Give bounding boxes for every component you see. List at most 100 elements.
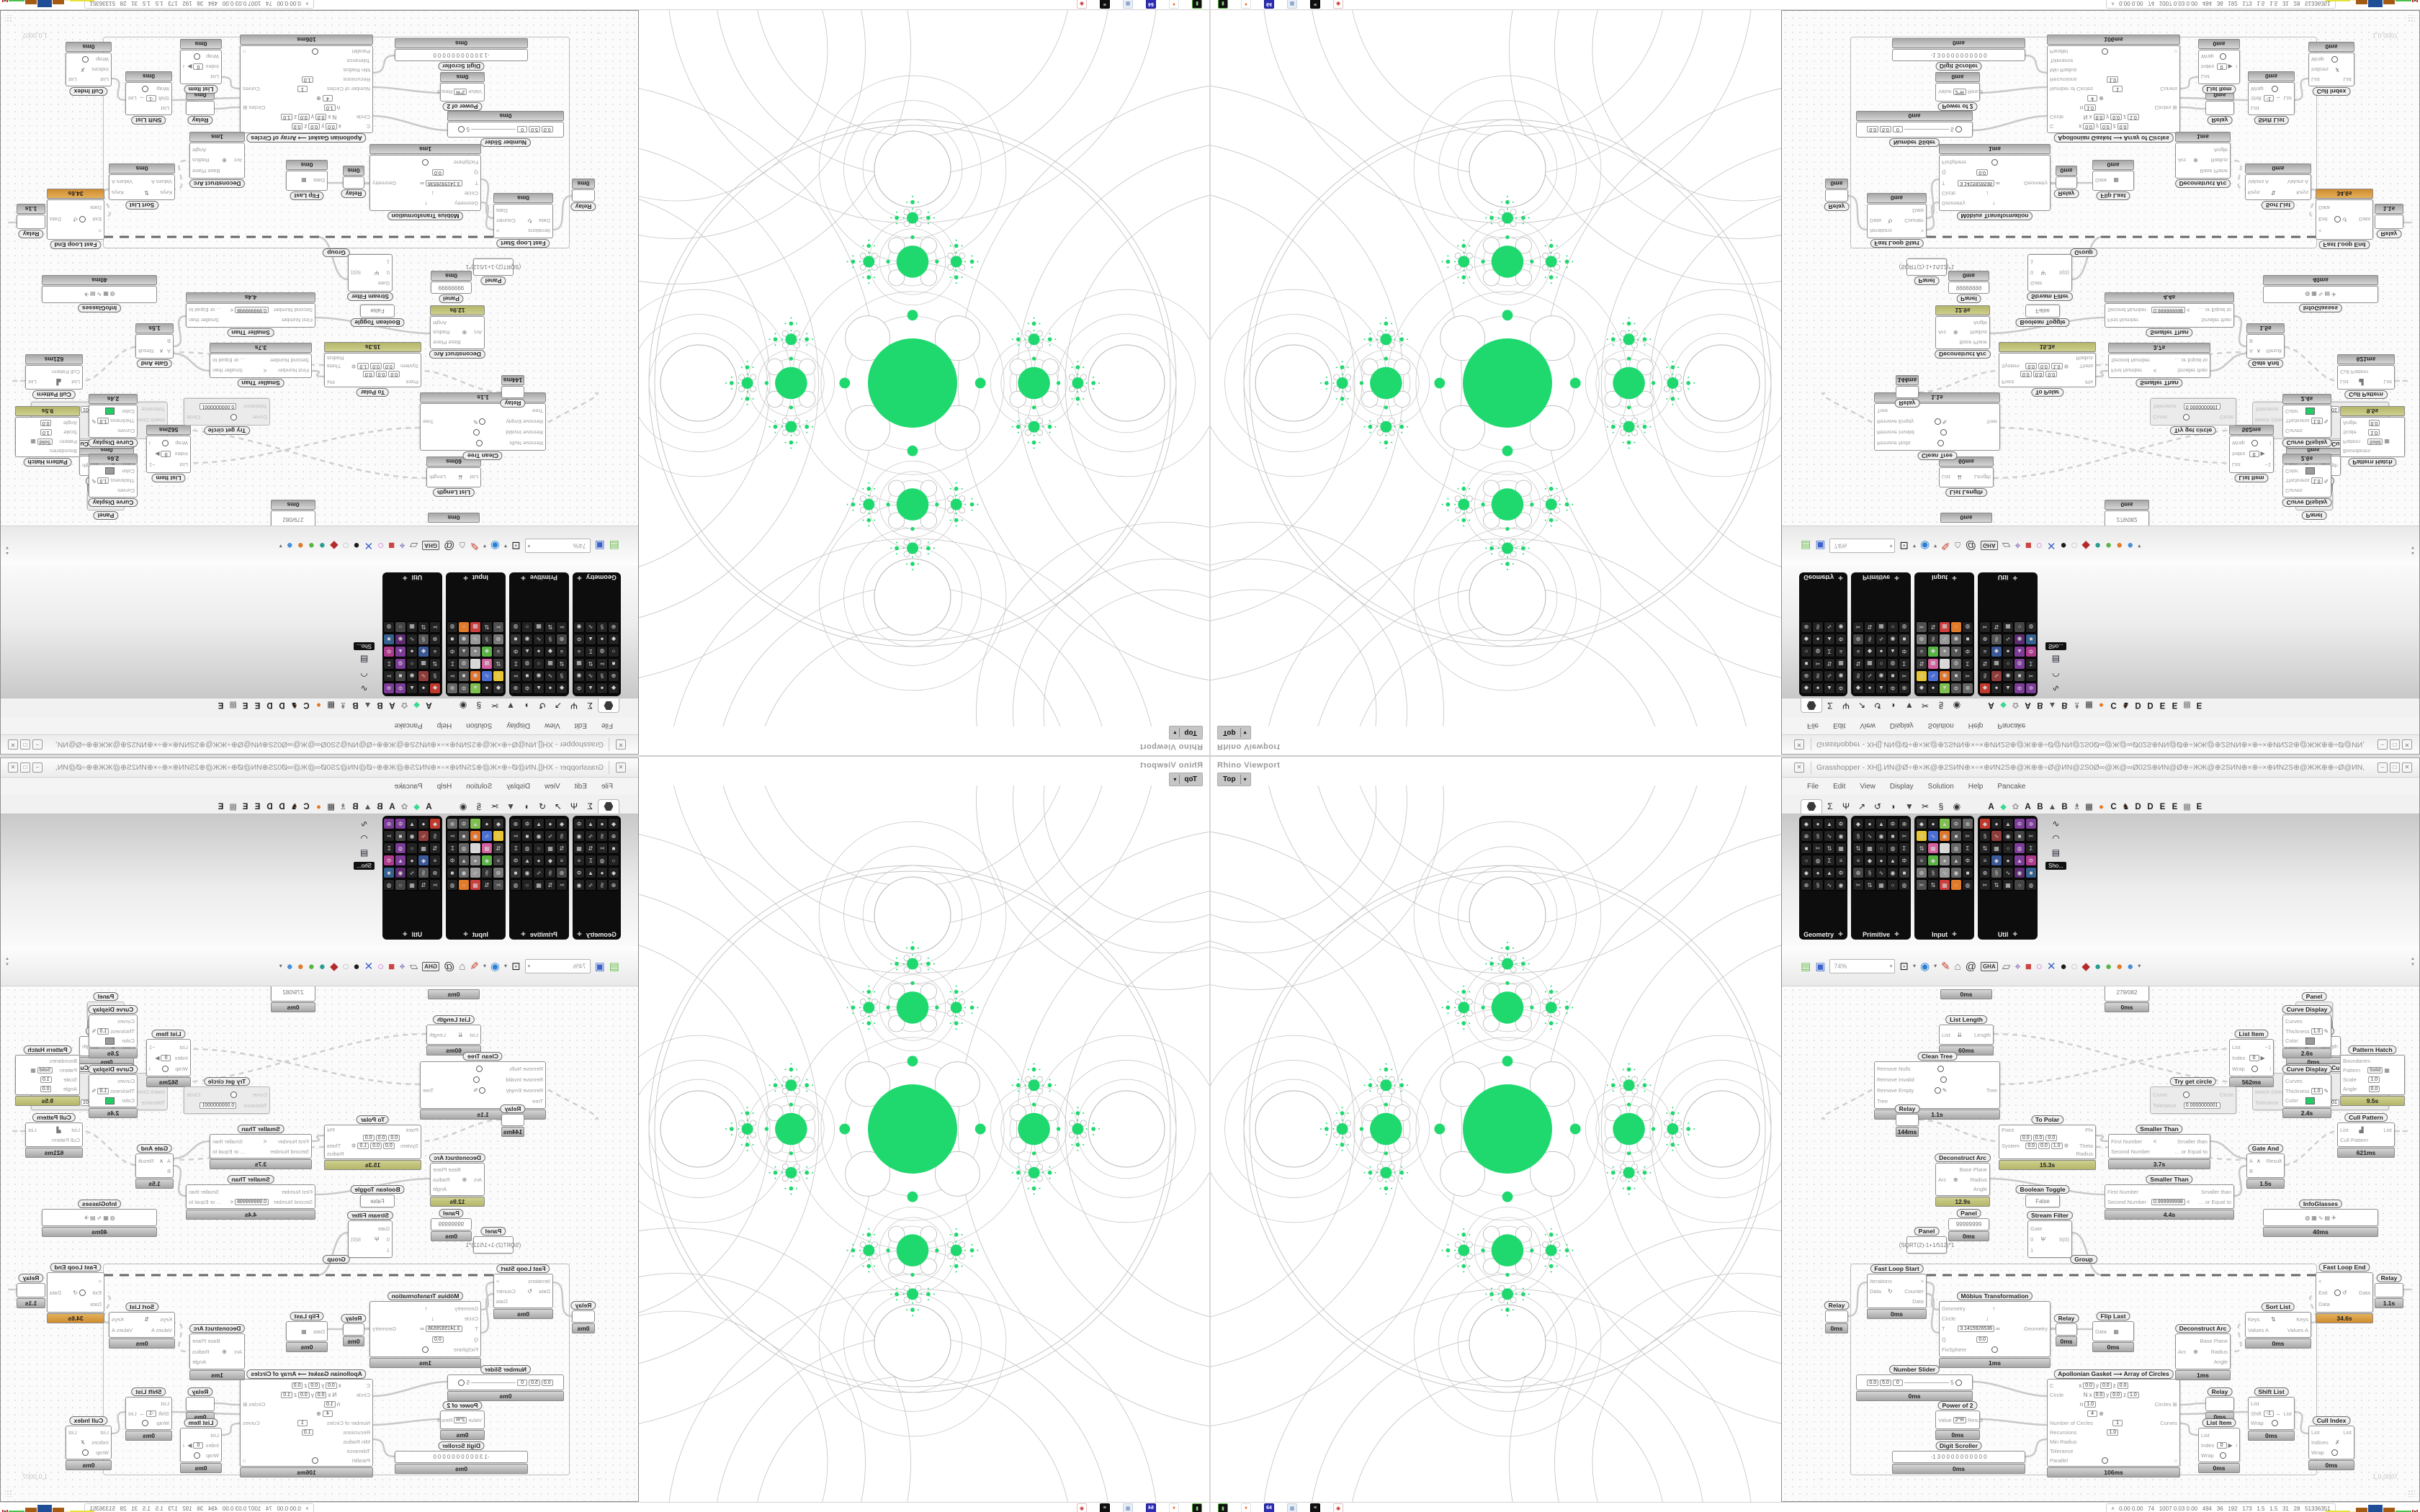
zoom-level-select[interactable]: 74% ▾ — [524, 539, 591, 553]
component-icon[interactable]: ◉ — [573, 621, 585, 633]
value-box[interactable]: -1 — [2263, 1410, 2274, 1417]
preview-selected-icon[interactable]: ◆ — [2081, 960, 2090, 973]
component-icon[interactable]: ● — [596, 683, 608, 694]
gh-node-power-of-2[interactable]: Power of 2 Value 2^R Result 0ms — [1935, 72, 1983, 111]
balloon-icon[interactable]: ○ — [2035, 539, 2043, 552]
node-body[interactable] — [2205, 1397, 2234, 1411]
preview-shaded-icon[interactable]: ● — [353, 960, 360, 973]
component-icon[interactable]: ■ — [2014, 670, 2025, 682]
gh-node-sort-list[interactable]: Sort List Keys ⇅ Keys Values A Values A 0ms — [109, 1302, 175, 1349]
component-icon[interactable]: ◆ — [418, 646, 429, 657]
component-icon[interactable]: Φ — [573, 818, 585, 829]
component-icon[interactable]: ∿ — [1939, 867, 1950, 878]
component-icon[interactable]: ◉ — [406, 830, 418, 842]
component-icon[interactable]: ⊕ — [429, 634, 441, 645]
exit-door-icon[interactable]: ⌂ — [1954, 539, 1961, 552]
panel-content[interactable]: 99999999 — [431, 1220, 471, 1228]
tray-icon-floppy-64[interactable]: 64 — [1146, 0, 1156, 9]
gha-assembly-icon[interactable]: GHA — [422, 541, 440, 551]
component-icon[interactable]: Φ — [1899, 855, 1910, 866]
save-document-icon[interactable]: ▣ — [1815, 960, 1826, 973]
color-swatch[interactable] — [2305, 1097, 2316, 1104]
cluster-box-icon[interactable]: ■ — [388, 539, 395, 552]
tray-icon-calculator[interactable]: ▦ — [1123, 0, 1133, 9]
component-icon[interactable]: ■ — [521, 830, 533, 842]
gh-node-m-bius-transformation[interactable]: Möbius Transformation Geometry ↑ Circle ↓ T 3.… — [1939, 144, 2051, 220]
minimize-button[interactable]: – — [2378, 739, 2388, 750]
tab-plugin-5[interactable]: ▲ — [2048, 803, 2057, 811]
node-body[interactable] — [572, 1310, 595, 1323]
component-icon[interactable]: ⊕ — [493, 867, 504, 878]
component-icon[interactable]: ⊕ — [608, 830, 619, 842]
component-icon[interactable]: ▲ — [395, 855, 406, 866]
component-icon[interactable]: ◍ — [447, 879, 458, 891]
panel-content[interactable]: (SQRT(2)-1+1/512)*1 — [466, 1241, 521, 1249]
tab-plugin-1[interactable]: ◆ — [2000, 803, 2007, 811]
panel-content[interactable]: -1 3 0 0 0 0 0 0 0 0 0 0 — [1893, 1453, 2025, 1461]
value-box[interactable]: 1.0 — [40, 429, 52, 436]
node-body[interactable]: List −1 Index 0 ▶ Wrap i — [2229, 436, 2274, 473]
node-body[interactable]: First Number Smaller than Second Number 0.9… — [186, 303, 315, 328]
gh-node-list-item[interactable]: List Item List Index 0 ▶ i Wrap 0ms — [2198, 39, 2240, 94]
component-icon[interactable]: ◍ — [2014, 658, 2025, 670]
tab-display[interactable]: ◉ — [459, 801, 467, 811]
toggle-circle[interactable] — [1940, 1076, 1947, 1084]
node-body[interactable]: (SQRT(2)-1+1/512)*1 — [466, 258, 521, 276]
component-icon[interactable]: ◆ — [1801, 683, 1812, 694]
tray-icon-firefox[interactable]: ● — [1241, 0, 1251, 9]
component-icon[interactable]: ⊕ — [383, 818, 395, 829]
component-icon[interactable]: ▲ — [458, 855, 470, 866]
component-icon[interactable]: ∿ — [1991, 830, 2002, 842]
value-box[interactable]: 1.0 — [2084, 1400, 2097, 1408]
component-icon[interactable]: Σ — [585, 855, 596, 866]
tab-plugin-14[interactable]: E — [254, 701, 261, 709]
component-icon[interactable]: Σ — [447, 658, 458, 670]
mode-orange-icon[interactable]: ● — [297, 539, 304, 552]
value-box[interactable]: 0.0 — [2033, 371, 2045, 378]
value-box[interactable]: 0.0 — [297, 1391, 310, 1398]
component-icon[interactable]: ● — [1939, 855, 1950, 866]
gh-node-relay[interactable]: Relay 144ms — [1894, 1104, 1920, 1137]
component-icon[interactable]: ✂ — [556, 879, 568, 891]
tab-plugin-10[interactable]: C — [2110, 803, 2117, 811]
component-icon[interactable]: ∿ — [418, 830, 429, 842]
component-icon[interactable]: ▲ — [585, 818, 596, 829]
value-box[interactable]: 0.0 — [370, 362, 382, 369]
zoom-extents-icon[interactable]: ⊡ — [511, 960, 521, 973]
component-icon[interactable]: ○ — [521, 879, 533, 891]
color-swatch[interactable] — [2305, 408, 2316, 415]
gh-node-gate-and[interactable]: Gate And A ∧ Result B 1.5s — [2246, 323, 2285, 368]
tab-plugin-11[interactable]: ♞ — [2122, 803, 2130, 811]
value-box[interactable]: 1.0 — [97, 477, 109, 485]
component-icon[interactable]: Φ — [1962, 855, 1973, 866]
toggle-circle[interactable] — [2251, 1065, 2258, 1072]
menu-item-view[interactable]: View — [544, 721, 560, 730]
tab-plugin-16[interactable]: ▦ — [229, 803, 237, 811]
component-icon[interactable]: ≡ — [1852, 855, 1864, 866]
tray-icon-firefox[interactable]: ● — [1169, 0, 1179, 9]
component-icon[interactable]: § — [1991, 867, 2002, 878]
tab-curve[interactable]: ↺ — [1873, 801, 1882, 811]
toggle-circle[interactable] — [421, 158, 429, 166]
component-icon[interactable]: ⊕ — [556, 867, 568, 878]
component-icon[interactable]: Φ — [2014, 683, 2025, 694]
component-icon[interactable]: § — [1979, 830, 1991, 842]
component-icon[interactable]: ▲ — [2014, 646, 2025, 657]
gh-node-cull-index[interactable]: Cull Index List List Indices ✗ Wrap 0ms — [66, 42, 112, 96]
color-swatch[interactable] — [2305, 467, 2316, 475]
cluster-box-icon[interactable]: ■ — [2025, 539, 2032, 552]
gh-node-power-of-2[interactable]: Power of 2 Value 2^R Result 0ms — [437, 1401, 485, 1440]
component-icon[interactable]: ✂ — [1852, 621, 1864, 633]
zoom-level-select[interactable]: 74% ▾ — [1829, 539, 1896, 553]
gh-node-fast-loop-start[interactable]: Fast Loop Start Iterations > Data ↻ Counter Da… — [1867, 193, 1927, 248]
component-icon[interactable]: ■ — [1801, 658, 1812, 670]
component-icon[interactable]: § — [1927, 867, 1939, 878]
value-box[interactable]: 0.0 — [382, 1143, 395, 1150]
tab-plugin-15[interactable]: E — [242, 701, 248, 709]
component-icon[interactable]: ◍ — [458, 842, 470, 854]
value-box[interactable]: 1.0 — [40, 1076, 52, 1083]
tab-intersect[interactable]: ✂ — [490, 801, 499, 811]
